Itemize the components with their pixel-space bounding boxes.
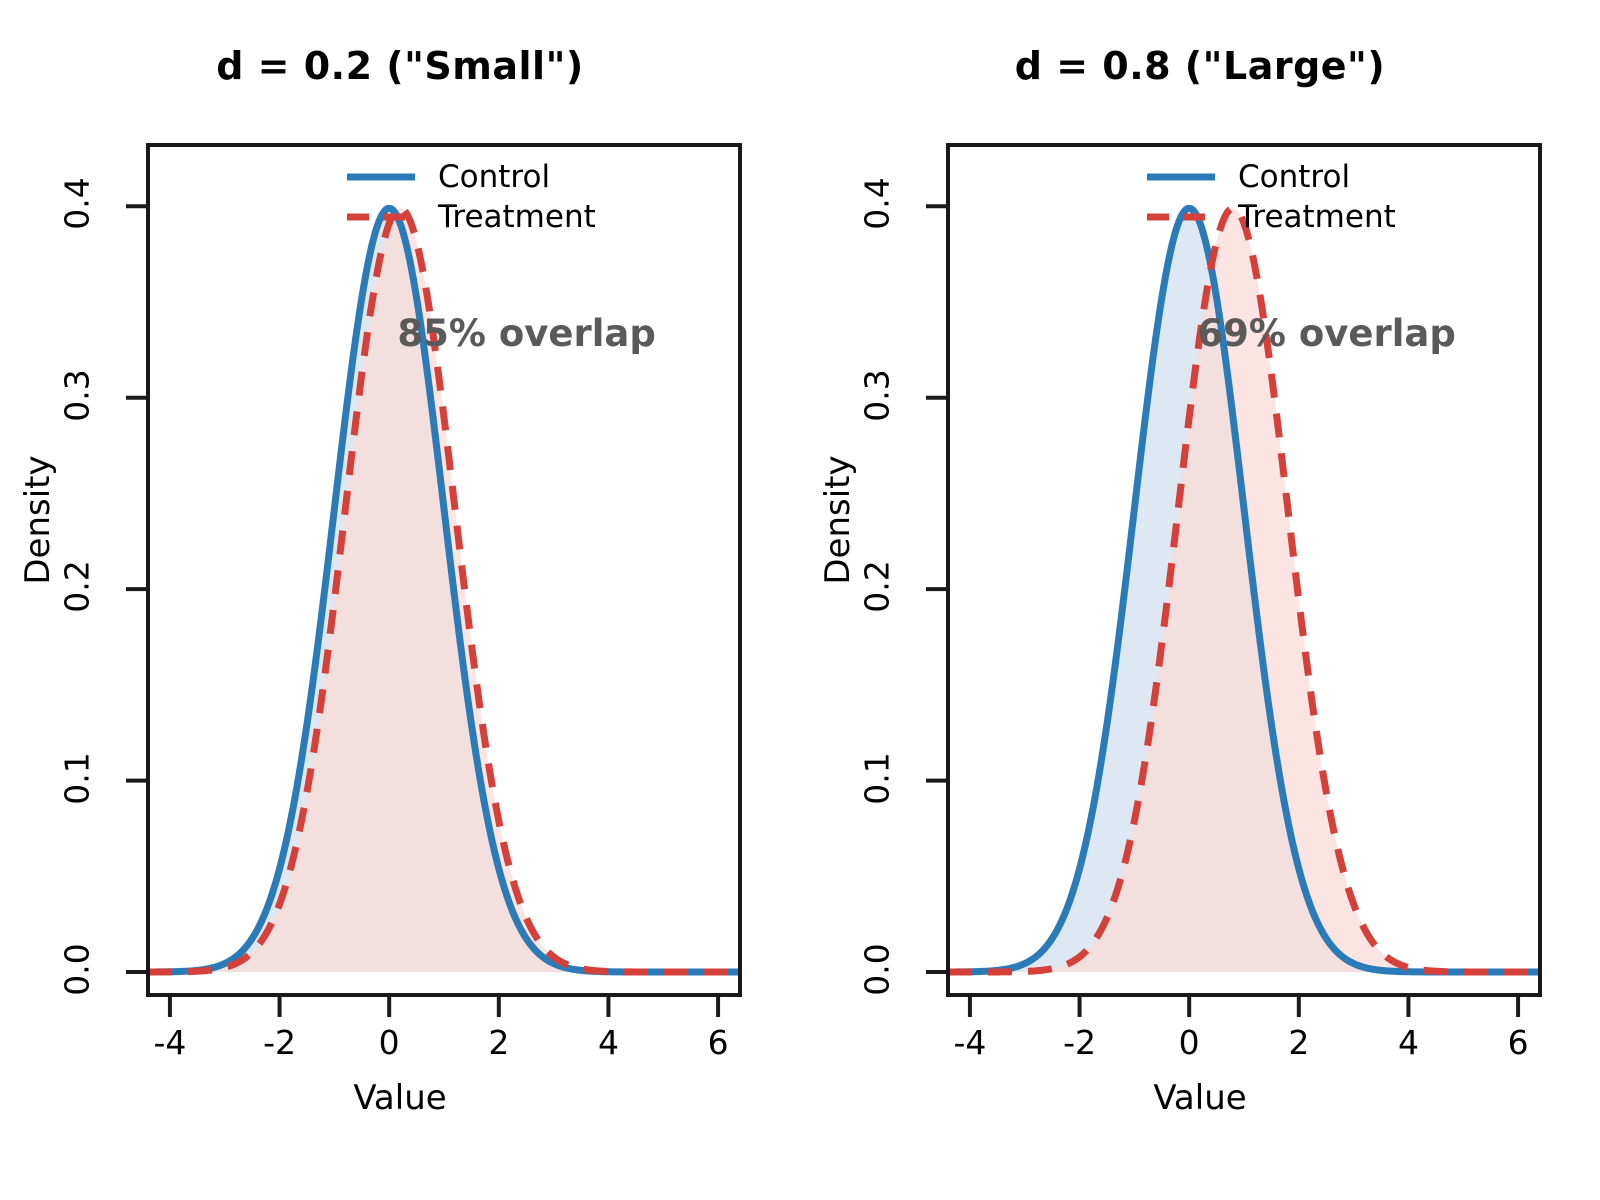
x-tick-label: -4 bbox=[153, 1023, 187, 1062]
y-tick-label: 0.3 bbox=[857, 368, 897, 422]
plot-border bbox=[146, 143, 742, 997]
y-tick-label: 0.2 bbox=[857, 560, 897, 613]
density-curve-treatment bbox=[945, 204, 1543, 976]
y-tick-label: 0.0 bbox=[857, 943, 897, 996]
y-tick-label: 0.4 bbox=[857, 177, 897, 230]
x-tick-label: 0 bbox=[1178, 1023, 1200, 1062]
legend-label-treatment: Treatment bbox=[1238, 199, 1396, 235]
x-tick-label: -4 bbox=[953, 1023, 987, 1062]
y-tick-label: 0.1 bbox=[57, 751, 97, 805]
x-tick-label: -2 bbox=[263, 1023, 296, 1062]
x-tick-label: 2 bbox=[488, 1023, 510, 1062]
panel-title: d = 0.2 ("Small") bbox=[216, 44, 584, 88]
legend: Control Treatment bbox=[1144, 157, 1396, 237]
x-tick-label: 6 bbox=[1507, 1023, 1529, 1062]
treatment-line-swatch bbox=[347, 213, 415, 221]
x-tick-label: 4 bbox=[597, 1023, 619, 1062]
y-tick-label: 0.3 bbox=[57, 368, 97, 422]
legend-item-control: Control bbox=[1144, 157, 1396, 197]
density-fill-treatment bbox=[148, 208, 740, 973]
control-line-swatch bbox=[1147, 173, 1215, 181]
density-fill-treatment bbox=[948, 208, 1540, 973]
x-tick-label: 6 bbox=[707, 1023, 729, 1062]
x-axis-label: Value bbox=[1153, 1078, 1247, 1118]
legend-item-treatment: Treatment bbox=[344, 197, 596, 237]
legend-label-treatment: Treatment bbox=[438, 199, 596, 235]
x-tick-label: 0 bbox=[378, 1023, 400, 1062]
control-line-swatch bbox=[347, 173, 415, 181]
panel-small-effect: d = 0.2 ("Small") Density Value 85% over… bbox=[18, 44, 743, 1118]
overlap-annotation: 69% overlap bbox=[1197, 311, 1456, 355]
legend-item-treatment: Treatment bbox=[1144, 197, 1396, 237]
y-tick-label: 0.1 bbox=[857, 751, 897, 805]
y-tick-label: 0.2 bbox=[57, 560, 97, 613]
y-tick-label: 0.4 bbox=[57, 177, 97, 230]
panel-title: d = 0.8 ("Large") bbox=[1014, 44, 1386, 88]
legend-item-control: Control bbox=[344, 157, 596, 197]
treatment-line-swatch bbox=[1147, 213, 1215, 221]
y-tick-label: 0.0 bbox=[57, 943, 97, 996]
x-tick-label: -2 bbox=[1063, 1023, 1096, 1062]
plot-area bbox=[126, 143, 743, 1017]
x-tick-label: 4 bbox=[1397, 1023, 1419, 1062]
panel-large-effect: d = 0.8 ("Large") Density Value 69% over… bbox=[800, 0, 1600, 1200]
overlap-annotation: 85% overlap bbox=[397, 311, 656, 355]
y-axis-label: Density bbox=[818, 455, 858, 585]
plot-area bbox=[926, 143, 1543, 1017]
density-curve-treatment bbox=[145, 204, 743, 976]
y-axis-label: Density bbox=[18, 455, 58, 585]
x-axis-label: Value bbox=[353, 1078, 447, 1118]
legend-label-control: Control bbox=[1238, 159, 1351, 195]
legend: Control Treatment bbox=[344, 157, 596, 237]
plot-border bbox=[946, 143, 1542, 997]
legend-label-control: Control bbox=[438, 159, 551, 195]
x-tick-label: 2 bbox=[1288, 1023, 1310, 1062]
